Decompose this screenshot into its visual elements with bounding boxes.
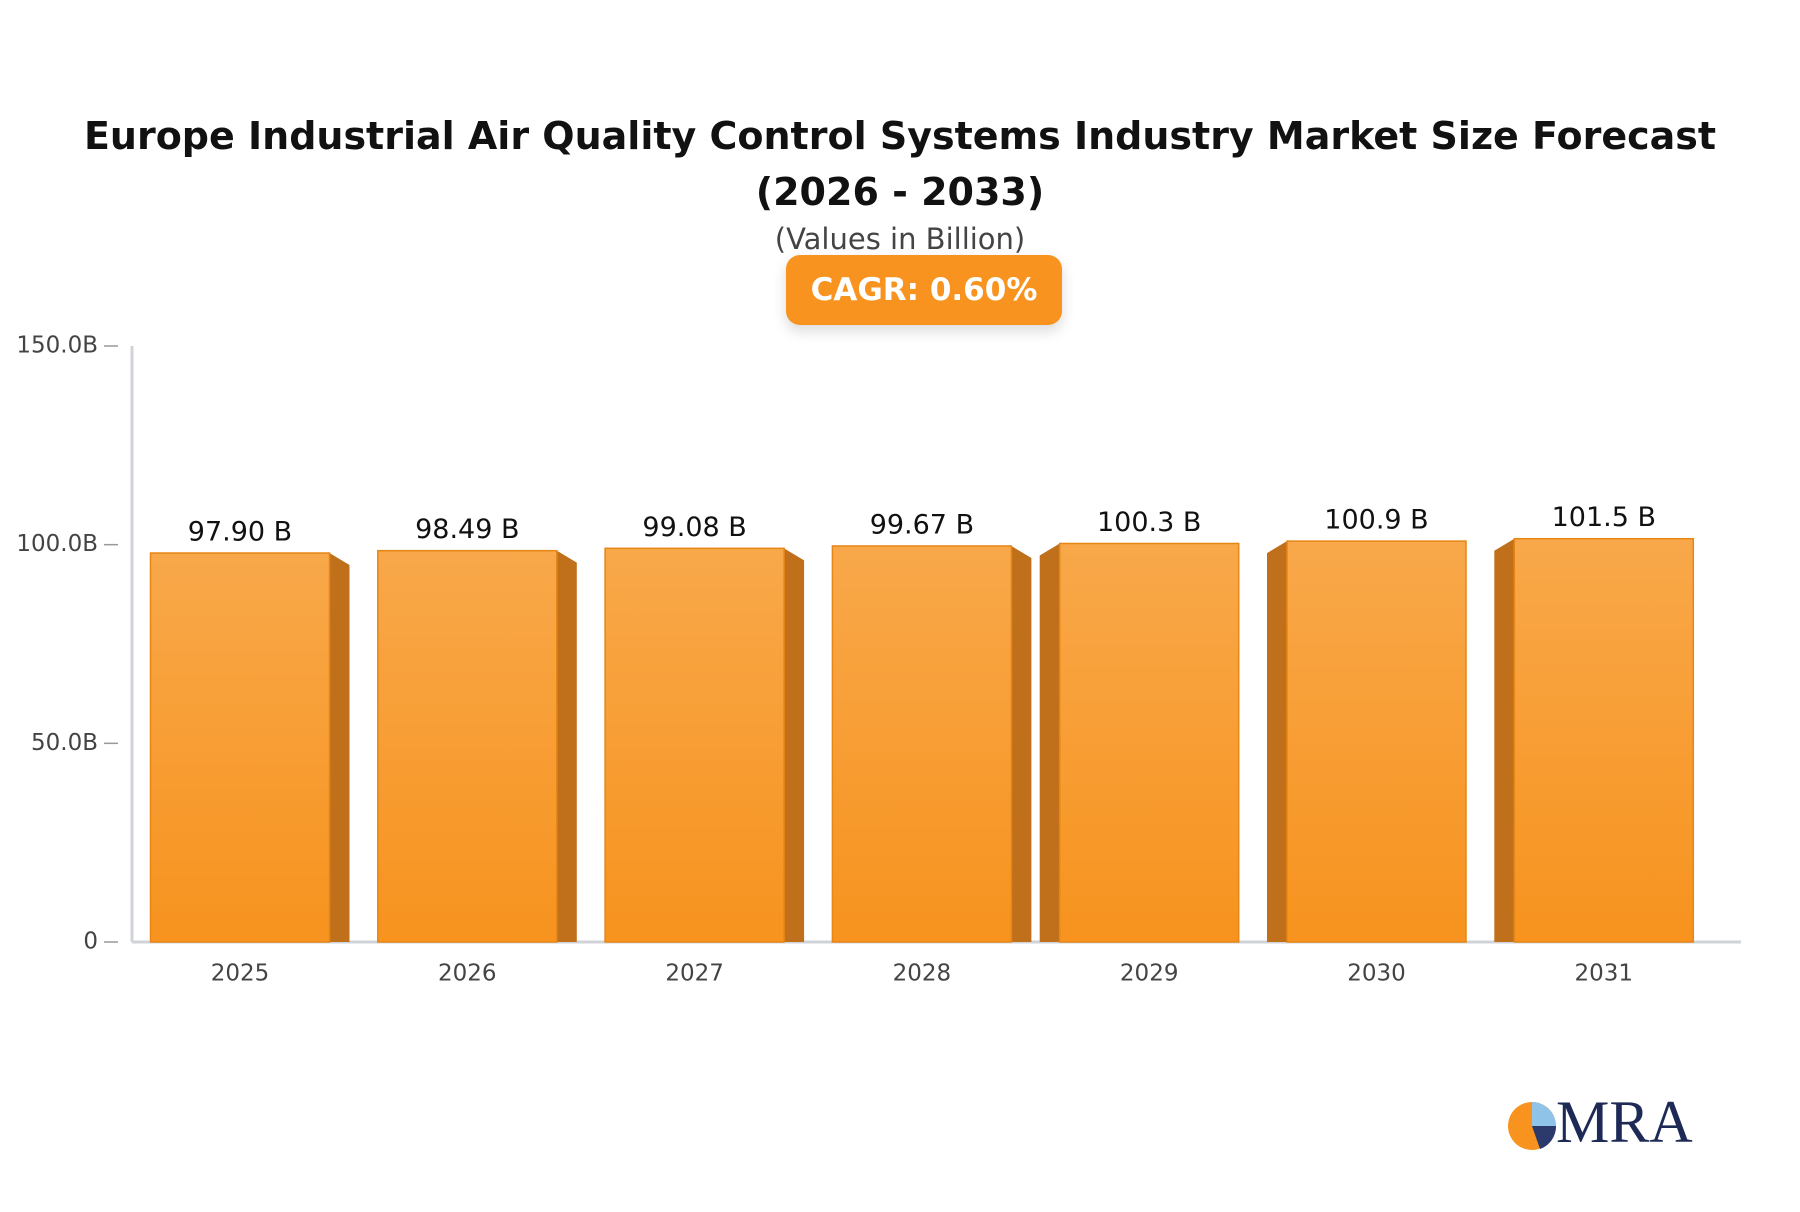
bar-side	[329, 553, 350, 942]
logo-icon-part	[1532, 1102, 1556, 1126]
logo-icon-part	[1532, 1126, 1557, 1149]
y-tick-label: 150.0B	[16, 333, 98, 359]
data-label: 99.67 B	[870, 509, 974, 540]
bar	[377, 549, 558, 943]
bar-side	[1011, 545, 1032, 942]
y-tick-label: 100.0B	[16, 531, 98, 557]
x-tick-label: 2026	[438, 961, 497, 987]
chart-title: Europe Industrial Air Quality Control Sy…	[83, 114, 1717, 214]
data-label: 100.9 B	[1324, 505, 1428, 536]
bar	[1058, 542, 1240, 943]
cagr-badge: CAGR: 0.60%	[786, 255, 1062, 325]
logo: MRA	[1508, 1089, 1693, 1155]
bar-side	[1494, 538, 1515, 942]
data-label: 101.5 B	[1552, 502, 1656, 533]
bar	[604, 547, 785, 943]
bar-side	[556, 550, 577, 942]
bar-side	[784, 548, 805, 942]
y-tick-label: 50.0B	[31, 730, 98, 756]
data-label: 99.08 B	[642, 512, 746, 543]
x-tick-label: 2031	[1575, 961, 1634, 987]
data-label: 100.3 B	[1097, 507, 1201, 538]
bar-side	[1039, 543, 1060, 942]
bar	[831, 545, 1013, 943]
x-tick-label: 2028	[893, 961, 952, 987]
y-tick-label: 0	[83, 929, 98, 955]
bar	[1286, 540, 1467, 943]
bar-side	[1267, 541, 1287, 942]
data-label: 98.49 B	[415, 514, 519, 545]
data-label: 97.90 B	[188, 517, 292, 548]
bar	[1513, 537, 1695, 943]
bar	[149, 552, 331, 943]
x-tick-label: 2030	[1347, 961, 1406, 987]
x-tick-label: 2027	[665, 961, 724, 987]
x-tick-label: 2025	[211, 961, 270, 987]
chart-subtitle: (Values in Billion)	[774, 222, 1026, 256]
logo-text: MRA	[1556, 1089, 1693, 1155]
x-tick-label: 2029	[1120, 961, 1179, 987]
